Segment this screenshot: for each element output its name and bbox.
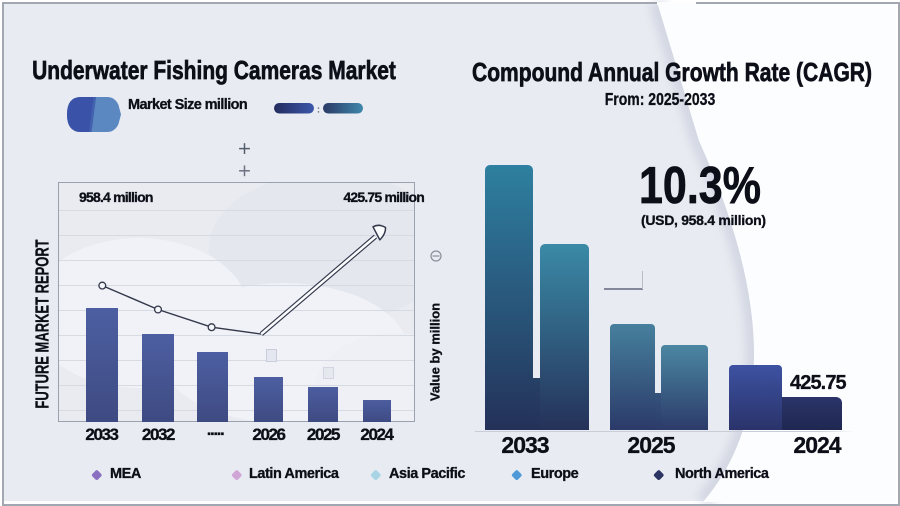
svg-text::: :: [317, 105, 320, 115]
